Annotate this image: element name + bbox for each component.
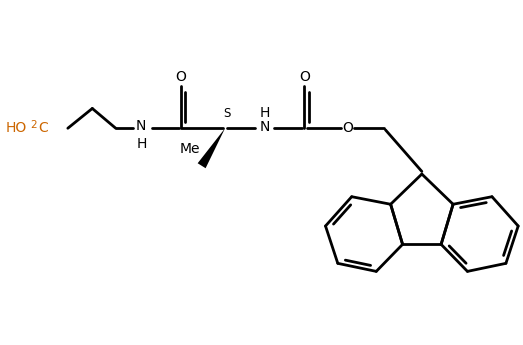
Text: 2: 2 [30, 120, 37, 130]
Text: N: N [259, 120, 270, 134]
Text: N: N [136, 119, 146, 133]
Text: O: O [299, 70, 310, 84]
Text: O: O [342, 121, 353, 135]
Text: O: O [175, 70, 186, 84]
Text: S: S [223, 107, 230, 120]
Text: H: H [137, 137, 147, 151]
Text: HO: HO [5, 121, 27, 135]
Text: C: C [39, 121, 49, 135]
Polygon shape [198, 128, 225, 168]
Text: Me: Me [180, 142, 200, 156]
Text: H: H [259, 106, 270, 120]
